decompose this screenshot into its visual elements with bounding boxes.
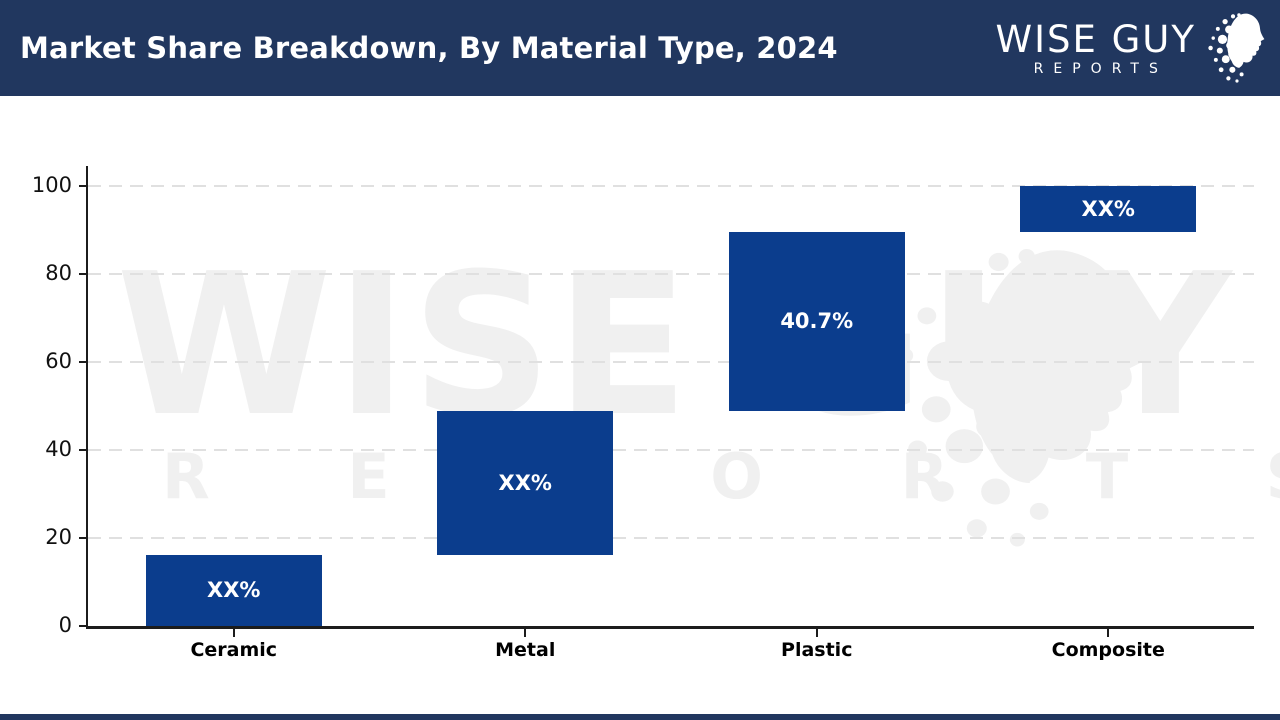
logo-text: WISE GUY REPORTS xyxy=(996,21,1196,76)
y-tick-mark-40 xyxy=(79,448,88,451)
gridline-100 xyxy=(88,184,1254,187)
x-tick-label-metal: Metal xyxy=(495,639,556,661)
y-tick-mark-80 xyxy=(79,272,88,275)
y-tick-label-40: 40 xyxy=(45,436,72,461)
wiseguy-logo: WISE GUY REPORTS xyxy=(996,8,1268,88)
y-tick-label-80: 80 xyxy=(45,260,72,285)
bar-value-label-metal: XX% xyxy=(498,470,552,495)
x-axis xyxy=(88,626,1254,629)
x-tick-label-ceramic: Ceramic xyxy=(190,639,278,661)
y-tick-label-0: 0 xyxy=(58,613,72,637)
bar-composite: XX% xyxy=(1020,185,1197,232)
x-tick-mark-ceramic xyxy=(232,629,235,637)
y-tick-mark-20 xyxy=(79,536,88,539)
bar-plastic: 40.7% xyxy=(728,231,905,412)
bar-value-label-plastic: 40.7% xyxy=(780,309,854,334)
y-tick-mark-60 xyxy=(79,360,88,363)
bar-value-label-ceramic: XX% xyxy=(207,578,261,603)
header-bar: Market Share Breakdown, By Material Type… xyxy=(0,0,1280,96)
watermark-subtitle: R E P O R T S xyxy=(162,440,1280,513)
gridline-20 xyxy=(88,536,1254,539)
x-tick-mark-plastic xyxy=(815,629,818,637)
gridline-60 xyxy=(88,360,1254,363)
x-tick-label-composite: Composite xyxy=(1051,639,1165,661)
y-tick-label-100: 100 xyxy=(31,172,72,197)
bar-value-label-composite: XX% xyxy=(1081,196,1135,221)
y-tick-label-60: 60 xyxy=(45,348,72,373)
footer-bar xyxy=(0,714,1280,720)
y-tick-mark-0 xyxy=(79,625,88,627)
gridline-40 xyxy=(88,448,1254,451)
y-axis xyxy=(86,166,88,629)
logo-wordmark: WISE GUY xyxy=(995,17,1196,61)
x-tick-label-plastic: Plastic xyxy=(781,639,853,661)
logo-head-icon xyxy=(1208,13,1265,87)
x-tick-mark-metal xyxy=(524,629,527,637)
y-tick-mark-100 xyxy=(79,184,88,187)
bar-ceramic: XX% xyxy=(145,554,322,626)
logo-subtitle: REPORTS xyxy=(1033,60,1168,77)
page-title: Market Share Breakdown, By Material Type… xyxy=(20,31,838,65)
x-tick-mark-composite xyxy=(1107,629,1110,637)
bar-metal: XX% xyxy=(437,411,614,555)
y-tick-label-20: 20 xyxy=(45,524,72,549)
gridline-80 xyxy=(88,272,1254,275)
